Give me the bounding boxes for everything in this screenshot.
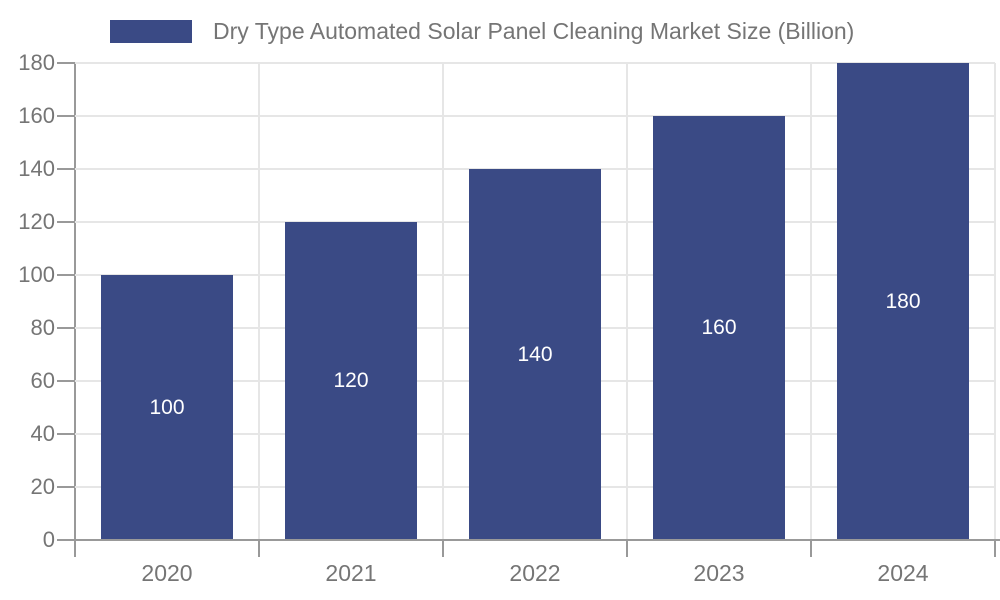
x-axis-tick bbox=[626, 540, 628, 557]
gridline-horizontal bbox=[75, 62, 995, 64]
bar-value-label: 160 bbox=[701, 316, 737, 339]
y-tick-label: 120 bbox=[18, 209, 55, 234]
gridline-vertical bbox=[994, 63, 996, 540]
y-axis-tick bbox=[57, 433, 75, 435]
x-tick-label: 2021 bbox=[325, 560, 377, 586]
y-tick-label: 40 bbox=[30, 421, 55, 446]
x-tick-label: 2020 bbox=[141, 560, 193, 586]
y-axis-tick bbox=[57, 327, 75, 329]
y-tick-label: 20 bbox=[30, 474, 55, 499]
x-axis-tick bbox=[442, 540, 444, 557]
y-tick-label: 100 bbox=[18, 262, 55, 287]
x-tick-label: 2022 bbox=[509, 560, 561, 586]
gridline-horizontal bbox=[75, 115, 995, 117]
gridline-vertical bbox=[258, 63, 260, 540]
x-tick-label: 2024 bbox=[877, 560, 929, 586]
bar-value-label: 100 bbox=[149, 395, 185, 419]
gridline-vertical bbox=[810, 63, 812, 540]
y-tick-label: 140 bbox=[18, 156, 55, 181]
gridline-vertical bbox=[626, 63, 628, 540]
y-axis-tick bbox=[57, 62, 75, 64]
y-axis-tick bbox=[57, 380, 75, 382]
y-axis-line bbox=[74, 63, 76, 557]
y-axis-tick bbox=[57, 274, 75, 276]
y-tick-label: 160 bbox=[18, 103, 55, 128]
gridline-vertical bbox=[442, 63, 444, 540]
y-tick-label: 0 bbox=[42, 527, 55, 552]
y-tick-label: 80 bbox=[30, 315, 55, 340]
bar-value-label: 180 bbox=[885, 289, 921, 313]
x-tick-label: 2023 bbox=[693, 560, 745, 586]
x-axis-tick bbox=[810, 540, 812, 557]
legend-label: Dry Type Automated Solar Panel Cleaning … bbox=[213, 18, 855, 44]
x-axis-tick bbox=[994, 540, 996, 557]
bar-2021[interactable] bbox=[285, 222, 417, 540]
bar-2022[interactable] bbox=[469, 169, 601, 540]
y-tick-label: 60 bbox=[30, 368, 55, 393]
bar-2024[interactable] bbox=[837, 63, 969, 540]
y-axis-tick bbox=[57, 486, 75, 488]
y-tick-label: 180 bbox=[18, 50, 55, 75]
legend-item[interactable]: Dry Type Automated Solar Panel Cleaning … bbox=[110, 17, 854, 45]
x-axis-line bbox=[57, 539, 1000, 541]
x-axis-tick bbox=[258, 540, 260, 557]
bar-value-label: 120 bbox=[333, 369, 369, 392]
bar-2023[interactable] bbox=[653, 116, 785, 540]
y-axis-tick bbox=[57, 168, 75, 170]
bar-2020[interactable] bbox=[101, 275, 233, 540]
legend-swatch bbox=[110, 19, 192, 43]
plot-area: 100 120 140 160 180 bbox=[75, 63, 995, 540]
y-axis-tick bbox=[57, 115, 75, 117]
y-axis-tick bbox=[57, 221, 75, 223]
bar-value-label: 140 bbox=[517, 342, 553, 366]
